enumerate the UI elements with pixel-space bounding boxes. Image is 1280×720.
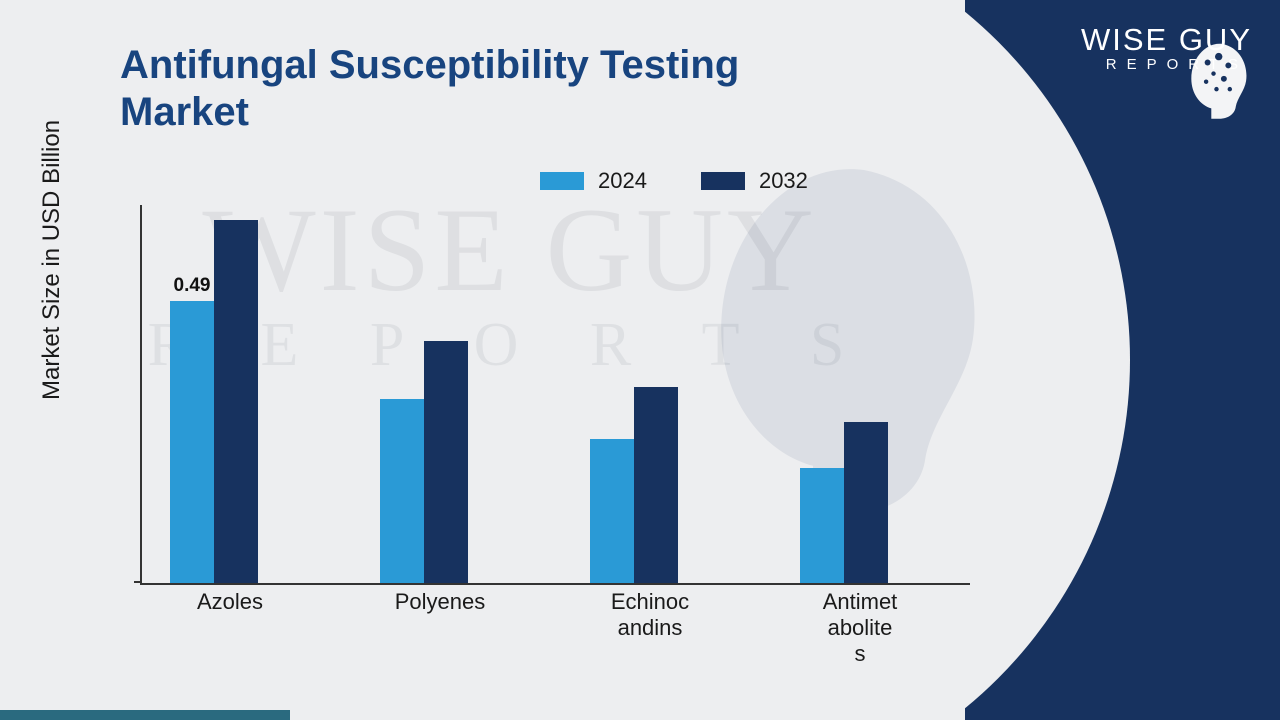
bar — [424, 341, 468, 583]
bar — [170, 301, 214, 583]
category-label: Azoles — [160, 589, 300, 615]
bar — [800, 468, 844, 583]
category-label: Antimetabolites — [790, 589, 930, 667]
legend-item-2024: 2024 — [540, 168, 647, 194]
brand-logo: WISE GUY REPORTS — [1081, 22, 1252, 73]
legend-label-2032: 2032 — [759, 168, 808, 194]
bar-chart-plot: 0.49AzolesPolyenesEchinocandinsAntimetab… — [140, 205, 970, 585]
legend-swatch-2032 — [701, 172, 745, 190]
legend-swatch-2024 — [540, 172, 584, 190]
bar — [634, 387, 678, 583]
legend-item-2032: 2032 — [701, 168, 808, 194]
category-label: Polyenes — [370, 589, 510, 615]
bar — [380, 399, 424, 583]
legend: 2024 2032 — [540, 168, 808, 194]
category-label: Echinocandins — [580, 589, 720, 641]
bottom-accent-strip — [0, 710, 290, 720]
bar-value-label: 0.49 — [162, 275, 222, 297]
bar — [590, 439, 634, 583]
y-axis-label: Market Size in USD Billion — [38, 120, 66, 400]
brand-head-icon — [1178, 40, 1252, 122]
chart-title: Antifungal Susceptibility Testing Market — [120, 42, 860, 136]
infographic-canvas: WISE GUY R E P O R T S WISE GUY REPORTS … — [0, 0, 1280, 720]
legend-label-2024: 2024 — [598, 168, 647, 194]
bar — [214, 220, 258, 583]
bar — [844, 422, 888, 583]
